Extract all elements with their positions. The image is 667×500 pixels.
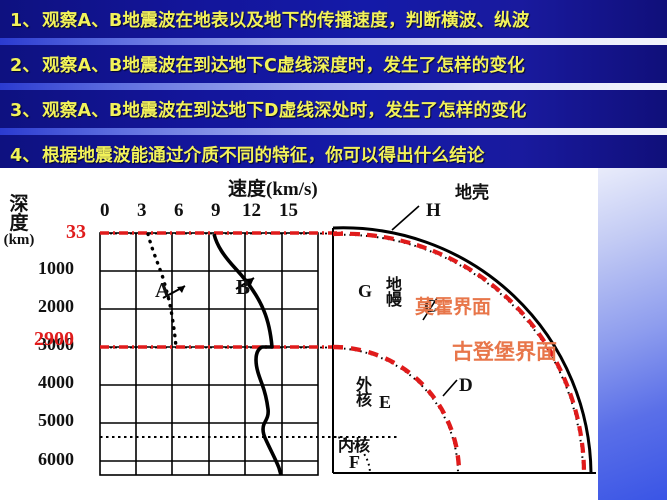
depth-label-6000: 6000 — [38, 449, 74, 469]
question-banner: 1、 观察A、B地震波在地表以及地下的传播速度，判断横波、纵波 2、 观察A、B… — [0, 0, 667, 173]
question-text-2: 观察A、B地震波在到达地下C虚线深度时，发生了怎样的变化 — [42, 55, 525, 76]
question-text-4: 根据地震波能通过介质不同的特征，你可以得出什么结论 — [42, 145, 485, 166]
marker-h: H — [426, 200, 441, 221]
x-tick-9: 9 — [211, 200, 221, 221]
depth-label-33: 33 — [66, 221, 86, 243]
curve-label-a: A — [155, 278, 171, 302]
marker-e: E — [379, 392, 392, 412]
label-gutenberg-discontinuity: 古登堡界面 — [452, 340, 557, 364]
x-tick-12: 12 — [242, 200, 261, 221]
leader-c — [422, 297, 438, 321]
question-row-3[interactable]: 3、 观察A、B地震波在到达地下D虚线深处时，发生了怎样的变化 — [0, 90, 667, 128]
leader-d — [442, 379, 458, 397]
depth-label-2000: 2000 — [38, 296, 74, 316]
depth-label-2900: 2900 — [34, 328, 74, 350]
x-tick-15: 15 — [279, 200, 298, 221]
pointer-a-head — [177, 286, 185, 293]
question-row-4[interactable]: 4、 根据地震波能通过介质不同的特征，你可以得出什么结论 — [0, 135, 667, 173]
question-row-1[interactable]: 1、 观察A、B地震波在地表以及地下的传播速度，判断横波、纵波 — [0, 0, 667, 38]
inner-core-arc — [332, 436, 371, 474]
chart-x-axis-title: 速度(km/s) — [228, 179, 318, 200]
question-number-4: 4、 — [10, 145, 41, 166]
banner-separator-3 — [0, 128, 667, 135]
leader-h — [391, 205, 420, 231]
label-moho-discontinuity: 莫霍界面 — [415, 296, 492, 318]
earth-surface-arc — [332, 226, 593, 474]
earth-panel-frame — [332, 228, 596, 474]
figure-area — [0, 168, 667, 500]
label-outer-core: 外核 — [356, 377, 373, 410]
x-tick-6: 6 — [174, 200, 184, 221]
marker-f: F — [349, 452, 360, 472]
label-mantle: 地幔 — [386, 277, 403, 310]
label-inner-core: 内核 — [338, 438, 371, 455]
gutenberg-arc-red — [332, 344, 462, 474]
x-tick-0: 0 — [100, 200, 110, 221]
pointer-b-head — [246, 278, 254, 285]
question-row-2[interactable]: 2、 观察A、B地震波在到达地下C虚线深度时，发生了怎样的变化 — [0, 45, 667, 83]
y-axis-title-unit: (km) — [3, 232, 35, 249]
marker-d: D — [459, 375, 473, 396]
banner-separator-2 — [0, 83, 667, 90]
figure-svg — [99, 205, 596, 476]
depth-label-5000: 5000 — [38, 410, 74, 430]
question-number-2: 2、 — [10, 55, 41, 76]
background-gradient-strip — [598, 168, 667, 500]
marker-c: C — [424, 296, 437, 316]
banner-separator-1 — [0, 38, 667, 45]
x-tick-3: 3 — [137, 200, 147, 221]
curve-label-b: B — [236, 275, 251, 299]
curve-b-pwave — [212, 233, 283, 476]
chart-grid — [99, 232, 319, 476]
moho-arc-red — [332, 231, 587, 474]
depth-label-4000: 4000 — [38, 372, 74, 392]
question-number-3: 3、 — [10, 100, 41, 121]
curve-a-swave — [146, 232, 178, 349]
marker-g: G — [358, 281, 373, 301]
chart-y-axis-title: 深度 (km) — [2, 194, 36, 249]
label-crust: 地壳 — [455, 183, 489, 202]
y-axis-title-main: 深度 — [9, 194, 29, 234]
depth-label-1000: 1000 — [38, 258, 74, 278]
question-text-1: 观察A、B地震波在地表以及地下的传播速度，判断横波、纵波 — [42, 10, 530, 31]
depth-label-3000: 3000 — [38, 334, 74, 354]
question-number-1: 1、 — [10, 10, 41, 31]
question-text-3: 观察A、B地震波在到达地下D虚线深处时，发生了怎样的变化 — [42, 100, 527, 121]
